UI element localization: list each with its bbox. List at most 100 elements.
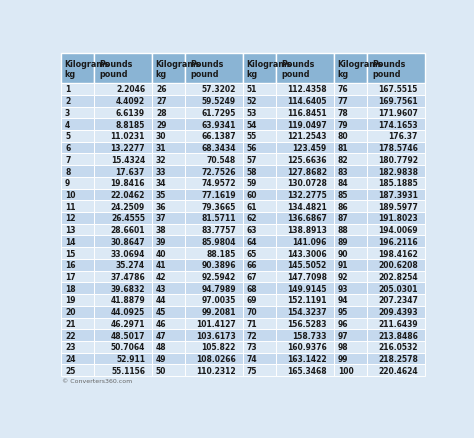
- Text: 171.9607: 171.9607: [378, 109, 418, 118]
- Bar: [185, 166, 243, 177]
- Text: 158.733: 158.733: [292, 331, 327, 340]
- Bar: [276, 353, 334, 364]
- Bar: [61, 189, 94, 201]
- Text: 68.3434: 68.3434: [201, 144, 236, 153]
- Text: 89: 89: [338, 237, 348, 246]
- Text: 70: 70: [247, 307, 257, 317]
- Bar: [366, 259, 425, 271]
- Text: 17: 17: [65, 272, 76, 281]
- Text: 55: 55: [247, 132, 257, 141]
- Bar: [366, 271, 425, 283]
- Bar: [94, 306, 152, 318]
- Text: 48.5017: 48.5017: [110, 331, 145, 340]
- Bar: [243, 247, 276, 259]
- Text: 6.6139: 6.6139: [116, 109, 145, 118]
- Bar: [94, 189, 152, 201]
- Bar: [243, 364, 276, 376]
- Bar: [185, 154, 243, 166]
- Text: 189.5977: 189.5977: [378, 202, 418, 211]
- Bar: [185, 236, 243, 247]
- Text: Kilograms
kg: Kilograms kg: [64, 60, 110, 79]
- Bar: [94, 107, 152, 119]
- Text: 1: 1: [65, 85, 70, 94]
- Bar: [94, 318, 152, 329]
- Bar: [185, 142, 243, 154]
- Bar: [243, 329, 276, 341]
- Text: 22: 22: [65, 331, 75, 340]
- Text: 93: 93: [338, 284, 348, 293]
- Bar: [94, 154, 152, 166]
- Text: 5: 5: [65, 132, 70, 141]
- Bar: [61, 236, 94, 247]
- Bar: [94, 329, 152, 341]
- Bar: [94, 201, 152, 212]
- Text: 7: 7: [65, 155, 71, 164]
- Bar: [94, 177, 152, 189]
- Text: 90.3896: 90.3896: [201, 261, 236, 270]
- Text: 180.7792: 180.7792: [378, 155, 418, 164]
- Text: 13: 13: [65, 226, 75, 235]
- Text: 30: 30: [156, 132, 166, 141]
- Text: 19: 19: [65, 296, 75, 305]
- Bar: [243, 259, 276, 271]
- Bar: [366, 294, 425, 306]
- Text: Kilograms
kg: Kilograms kg: [246, 60, 292, 79]
- Bar: [185, 131, 243, 142]
- Text: 59.5249: 59.5249: [202, 97, 236, 106]
- Text: 34: 34: [156, 179, 166, 188]
- Text: 149.9145: 149.9145: [287, 284, 327, 293]
- Text: 202.8254: 202.8254: [378, 272, 418, 281]
- Bar: [185, 177, 243, 189]
- Bar: [366, 341, 425, 353]
- Bar: [366, 201, 425, 212]
- Bar: [366, 329, 425, 341]
- Bar: [334, 236, 366, 247]
- Text: 63.9341: 63.9341: [201, 120, 236, 129]
- Bar: [61, 84, 94, 95]
- Text: 2.2046: 2.2046: [116, 85, 145, 94]
- Bar: [276, 54, 334, 84]
- Bar: [334, 189, 366, 201]
- Bar: [152, 283, 185, 294]
- Bar: [94, 259, 152, 271]
- Text: 95: 95: [338, 307, 348, 317]
- Text: 76: 76: [338, 85, 348, 94]
- Text: 44: 44: [156, 296, 166, 305]
- Text: 85: 85: [338, 191, 348, 199]
- Bar: [334, 259, 366, 271]
- Text: 138.8913: 138.8913: [287, 226, 327, 235]
- Text: 198.4162: 198.4162: [378, 249, 418, 258]
- Text: 35: 35: [156, 191, 166, 199]
- Bar: [185, 189, 243, 201]
- Text: 145.5052: 145.5052: [288, 261, 327, 270]
- Bar: [276, 212, 334, 224]
- Bar: [152, 54, 185, 84]
- Bar: [366, 54, 425, 84]
- Bar: [334, 54, 366, 84]
- Bar: [334, 95, 366, 107]
- Bar: [276, 224, 334, 236]
- Text: © Converters360.com: © Converters360.com: [62, 378, 132, 383]
- Bar: [334, 142, 366, 154]
- Bar: [61, 283, 94, 294]
- Bar: [185, 294, 243, 306]
- Bar: [276, 259, 334, 271]
- Text: 40: 40: [156, 249, 166, 258]
- Text: 8.8185: 8.8185: [116, 120, 145, 129]
- Bar: [152, 294, 185, 306]
- Text: 11: 11: [65, 202, 75, 211]
- Bar: [94, 131, 152, 142]
- Text: 132.2775: 132.2775: [287, 191, 327, 199]
- Bar: [276, 177, 334, 189]
- Text: 37.4786: 37.4786: [110, 272, 145, 281]
- Text: 39: 39: [156, 237, 166, 246]
- Bar: [334, 341, 366, 353]
- Text: 20: 20: [65, 307, 75, 317]
- Text: 64: 64: [247, 237, 257, 246]
- Text: 209.4393: 209.4393: [378, 307, 418, 317]
- Bar: [276, 364, 334, 376]
- Text: 82: 82: [338, 155, 348, 164]
- Text: 62: 62: [247, 214, 257, 223]
- Bar: [185, 353, 243, 364]
- Text: 14: 14: [65, 237, 75, 246]
